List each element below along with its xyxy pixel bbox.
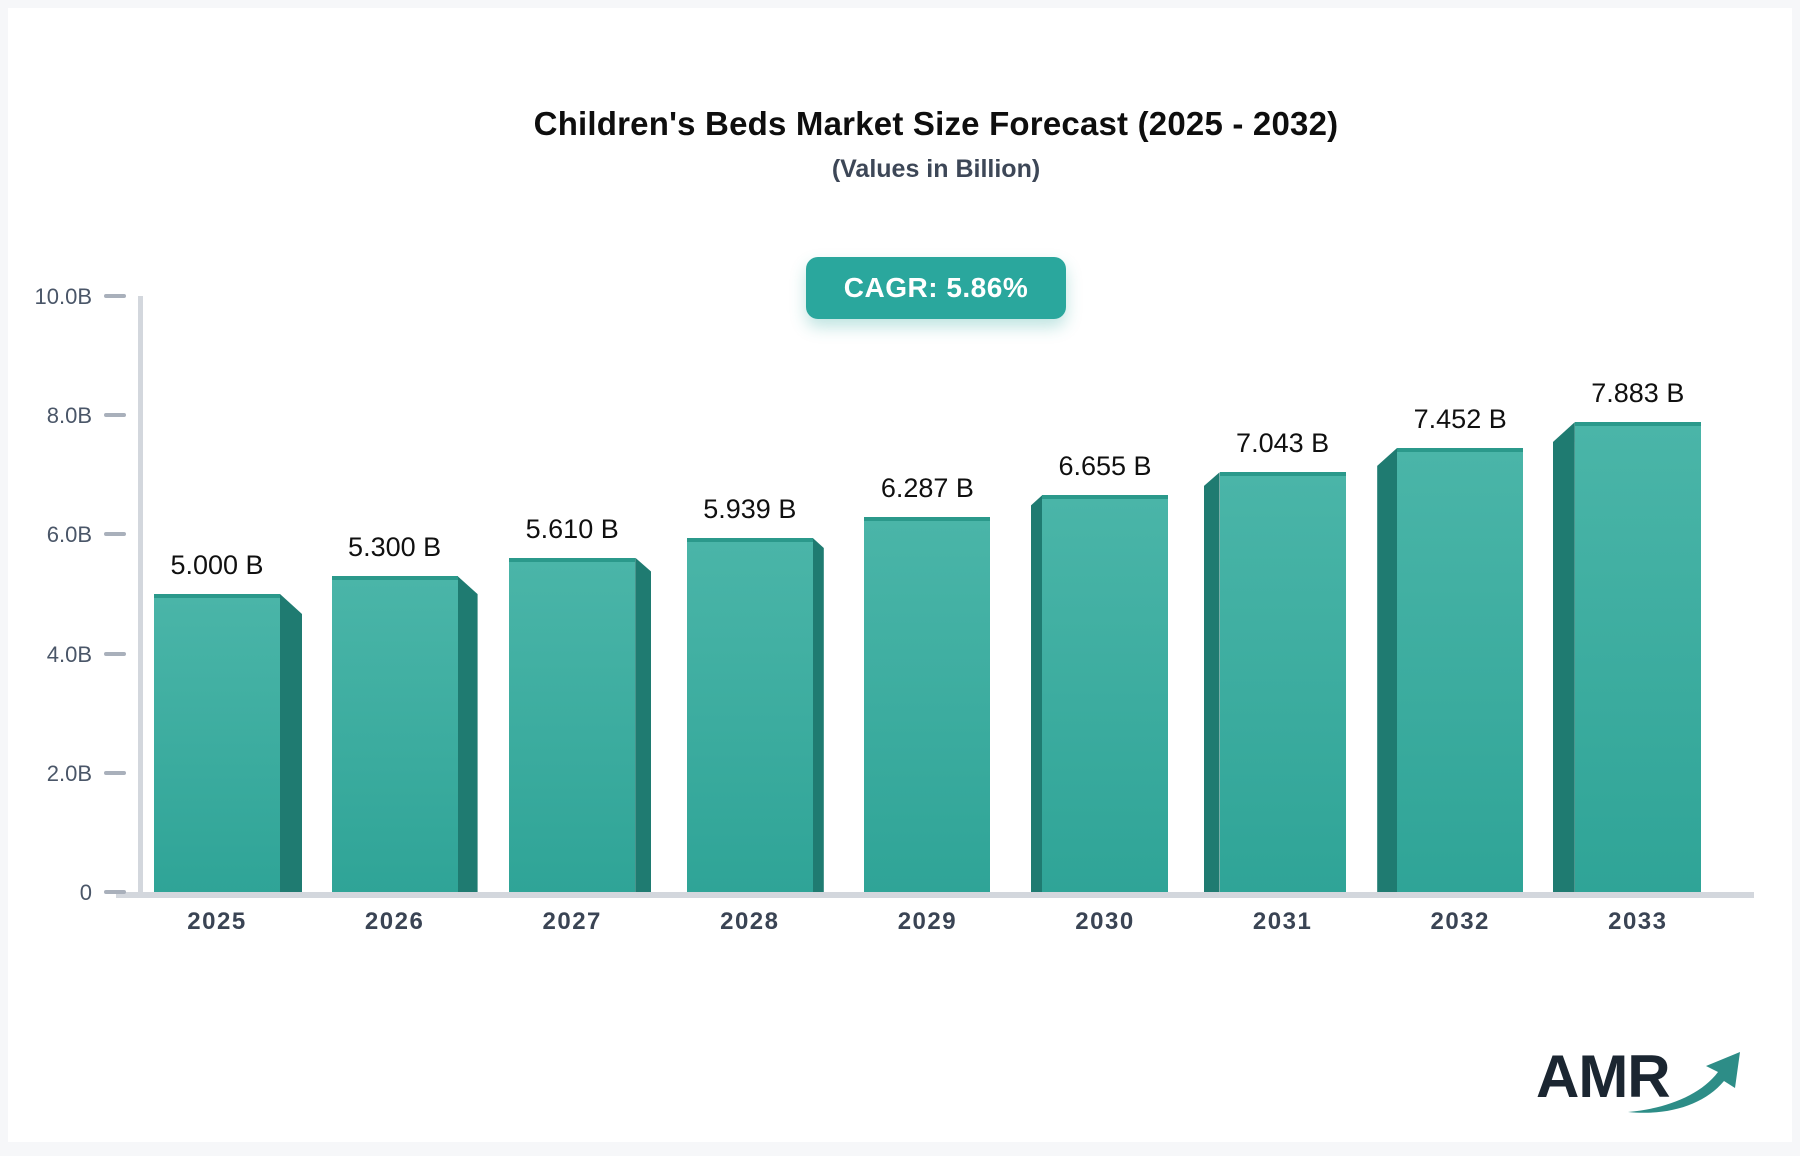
amr-logo-text: AMR — [1536, 1043, 1671, 1110]
x-axis-label-2033: 2033 — [1608, 908, 1668, 935]
bar-2028 — [686, 538, 813, 892]
y-tick-mark — [104, 770, 126, 775]
bar-3d-side — [635, 557, 652, 892]
x-axis-label-2025: 2025 — [187, 908, 247, 935]
y-tick-mark — [104, 413, 126, 418]
y-tick-label: 0 — [79, 880, 92, 905]
cagr-badge-wrap: CAGR: 5.86% — [144, 257, 1728, 319]
bar-2030 — [1042, 495, 1168, 892]
bar-value-label: 7.883 B — [1591, 378, 1685, 409]
x-axis-label-2030: 2030 — [1075, 908, 1135, 935]
x-axis-baseline — [116, 892, 1754, 898]
bar-2033 — [1574, 422, 1701, 892]
bar-value-label: 7.452 B — [1413, 403, 1507, 434]
bar-value-label: 7.043 B — [1236, 428, 1330, 459]
bar-3d-side — [1552, 422, 1575, 892]
bar-3d-side — [1377, 447, 1398, 892]
bar-value-label: 5.000 B — [170, 550, 264, 580]
x-axis-label-2026: 2026 — [364, 908, 425, 935]
bar-2026 — [331, 576, 458, 892]
x-axis-label-2027: 2027 — [542, 908, 602, 935]
y-tick-label: 6.0B — [46, 522, 92, 548]
bar-value-label: 6.655 B — [1058, 451, 1152, 482]
x-axis-label-2032: 2032 — [1430, 908, 1490, 935]
y-tick-label: 4.0B — [46, 641, 92, 667]
bar-2029 — [864, 517, 991, 892]
y-tick-mark — [104, 532, 126, 537]
bar-3d-side — [1031, 495, 1042, 892]
y-tick-label: 8.0B — [46, 403, 92, 429]
bar-value-label: 5.939 B — [703, 494, 797, 525]
chart-card: Children's Beds Market Size Forecast (20… — [8, 8, 1792, 1142]
bar-value-label: 5.300 B — [348, 532, 442, 563]
x-axis-label-2029: 2029 — [897, 908, 958, 935]
bar-value-label: 5.610 B — [525, 513, 619, 544]
amr-logo: AMR — [1536, 1046, 1766, 1126]
x-axis-label-2031: 2031 — [1252, 908, 1313, 935]
chart-title: Children's Beds Market Size Forecast (20… — [533, 105, 1339, 142]
y-tick-mark — [104, 890, 126, 894]
chart-subtitle: (Values in Billion) — [831, 155, 1041, 183]
y-tick-label: 10.0B — [34, 284, 93, 309]
y-tick-mark — [104, 294, 126, 298]
bar-3d-side — [457, 576, 478, 892]
bar-2032 — [1397, 447, 1524, 892]
bar-3d-side — [1203, 472, 1220, 892]
cagr-badge: CAGR: 5.86% — [805, 257, 1067, 319]
y-tick-label: 2.0B — [46, 760, 92, 786]
bar-3d-side — [280, 594, 302, 892]
bar-2027 — [509, 557, 636, 892]
trend-up-arrow-icon — [1628, 1052, 1740, 1113]
bar-2031 — [1219, 472, 1346, 892]
bar-value-label: 6.287 B — [880, 473, 974, 504]
x-axis-label-2028: 2028 — [720, 908, 780, 935]
y-tick-mark — [104, 651, 126, 656]
y-axis-line — [138, 296, 143, 894]
bar-3d-side — [812, 538, 824, 892]
bar-2025 — [154, 594, 280, 892]
